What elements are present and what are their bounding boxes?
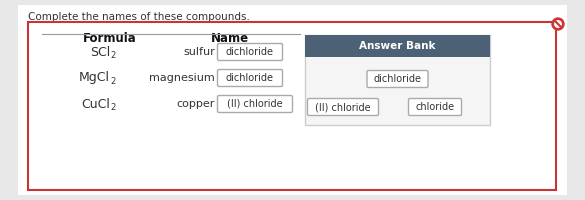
FancyBboxPatch shape [308, 98, 378, 116]
Text: CuCl: CuCl [81, 98, 110, 110]
FancyBboxPatch shape [18, 5, 567, 195]
Text: Answer Bank: Answer Bank [359, 41, 436, 51]
FancyBboxPatch shape [367, 71, 428, 88]
FancyBboxPatch shape [305, 35, 490, 125]
Text: dichloride: dichloride [226, 73, 274, 83]
Text: (II) chloride: (II) chloride [227, 99, 283, 109]
Text: dichloride: dichloride [226, 47, 274, 57]
Text: 2: 2 [110, 77, 115, 86]
Text: MgCl: MgCl [79, 72, 110, 84]
Text: chloride: chloride [415, 102, 455, 112]
FancyBboxPatch shape [408, 98, 462, 116]
Text: copper: copper [177, 99, 215, 109]
Text: Complete the names of these compounds.: Complete the names of these compounds. [28, 12, 250, 22]
Circle shape [553, 19, 563, 29]
Text: Name: Name [211, 32, 249, 45]
FancyBboxPatch shape [28, 22, 556, 190]
Text: magnesium: magnesium [149, 73, 215, 83]
Text: 2: 2 [110, 51, 115, 60]
FancyBboxPatch shape [218, 70, 283, 86]
Text: sulfur: sulfur [183, 47, 215, 57]
Text: 2: 2 [110, 103, 115, 112]
FancyBboxPatch shape [305, 35, 490, 57]
Text: (II) chloride: (II) chloride [315, 102, 371, 112]
FancyBboxPatch shape [218, 44, 283, 60]
Text: Formula: Formula [83, 32, 137, 45]
FancyBboxPatch shape [218, 96, 292, 112]
Text: SCl: SCl [90, 46, 110, 58]
Text: dichloride: dichloride [373, 74, 422, 84]
Circle shape [552, 18, 564, 30]
